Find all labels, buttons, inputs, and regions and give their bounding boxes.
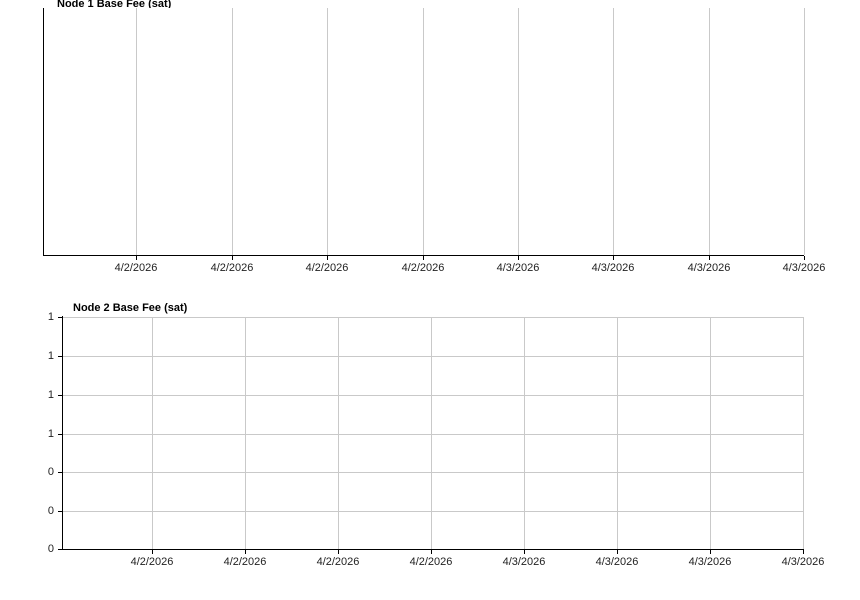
y-axis-tick: [58, 395, 62, 396]
gridline-vertical: [617, 317, 618, 549]
chart-panel-node2: Node 2 Base Fee (sat): [0, 290, 860, 600]
y-axis-tick-label: 1: [47, 428, 54, 440]
y-axis-line-node2: [62, 316, 63, 550]
chart-panel-node1: Node 1 Base Fee (sat) 4/2/2026 4/2/2026 …: [0, 0, 860, 290]
gridline-horizontal: [62, 472, 804, 473]
x-axis-tick: [232, 256, 233, 260]
x-axis-tick-label: 4/3/2026: [782, 262, 826, 274]
gridline-vertical: [152, 317, 153, 549]
gridline-vertical: [524, 317, 525, 549]
x-axis-tick-label: 4/3/2026: [687, 262, 731, 274]
x-axis-tick: [245, 550, 246, 554]
gridline-vertical: [136, 8, 137, 255]
gridline-vertical: [338, 317, 339, 549]
x-axis-tick: [617, 550, 618, 554]
x-axis-line-node2: [62, 549, 804, 550]
gridline-vertical: [327, 8, 328, 255]
plot-area-node2: [62, 316, 804, 549]
gridline-vertical: [710, 317, 711, 549]
x-axis-tick: [804, 256, 805, 260]
gridline-vertical: [431, 317, 432, 549]
chart-title-node1: Node 1 Base Fee (sat): [57, 0, 172, 10]
x-axis-tick-label: 4/3/2026: [502, 556, 546, 568]
gridline-horizontal: [62, 356, 804, 357]
y-axis-tick: [58, 434, 62, 435]
x-axis-tick-label: 4/2/2026: [316, 556, 360, 568]
x-axis-tick-label: 4/2/2026: [130, 556, 174, 568]
x-axis-tick-label: 4/2/2026: [114, 262, 158, 274]
gridline-vertical: [803, 317, 804, 549]
y-axis-tick-label: 1: [47, 311, 54, 323]
y-axis-tick-label: 0: [47, 505, 54, 517]
x-axis-tick: [709, 256, 710, 260]
x-axis-tick: [152, 550, 153, 554]
y-axis-tick-label: 0: [47, 466, 54, 478]
y-axis-line-node1: [43, 8, 44, 256]
x-axis-tick: [710, 550, 711, 554]
y-axis-tick-label: 1: [47, 389, 54, 401]
x-axis-tick: [431, 550, 432, 554]
x-axis-tick: [524, 550, 525, 554]
y-axis-tick: [58, 472, 62, 473]
x-axis-tick-label: 4/3/2026: [496, 262, 540, 274]
gridline-horizontal: [62, 317, 804, 318]
y-axis-tick: [58, 356, 62, 357]
gridline-horizontal: [62, 434, 804, 435]
x-axis-tick: [338, 550, 339, 554]
gridline-vertical: [423, 8, 424, 255]
x-axis-tick-label: 4/2/2026: [305, 262, 349, 274]
x-axis-tick-label: 4/3/2026: [595, 556, 639, 568]
x-axis-tick-label: 4/2/2026: [409, 556, 453, 568]
gridline-vertical: [613, 8, 614, 255]
gridline-vertical: [804, 8, 805, 255]
gridline-vertical: [518, 8, 519, 255]
x-axis-tick-label: 4/2/2026: [223, 556, 267, 568]
x-axis-tick-label: 4/3/2026: [781, 556, 825, 568]
x-axis-tick: [518, 256, 519, 260]
y-axis-tick: [58, 511, 62, 512]
x-axis-tick-label: 4/2/2026: [210, 262, 254, 274]
x-axis-tick-label: 4/3/2026: [591, 262, 635, 274]
gridline-horizontal: [62, 511, 804, 512]
x-axis-line-node1: [43, 255, 804, 256]
y-axis-tick-label: 1: [47, 350, 54, 362]
y-axis-tick: [58, 549, 62, 550]
gridline-vertical: [709, 8, 710, 255]
x-axis-tick: [613, 256, 614, 260]
y-axis-tick-label: 0: [47, 543, 54, 555]
x-axis-tick-label: 4/3/2026: [688, 556, 732, 568]
x-axis-tick-label: 4/2/2026: [401, 262, 445, 274]
gridline-vertical: [245, 317, 246, 549]
x-axis-tick: [327, 256, 328, 260]
x-axis-tick: [423, 256, 424, 260]
y-axis-tick: [58, 317, 62, 318]
gridline-horizontal: [62, 395, 804, 396]
x-axis-tick: [803, 550, 804, 554]
gridline-vertical: [232, 8, 233, 255]
chart-title-node2: Node 2 Base Fee (sat): [73, 302, 188, 314]
x-axis-tick: [136, 256, 137, 260]
